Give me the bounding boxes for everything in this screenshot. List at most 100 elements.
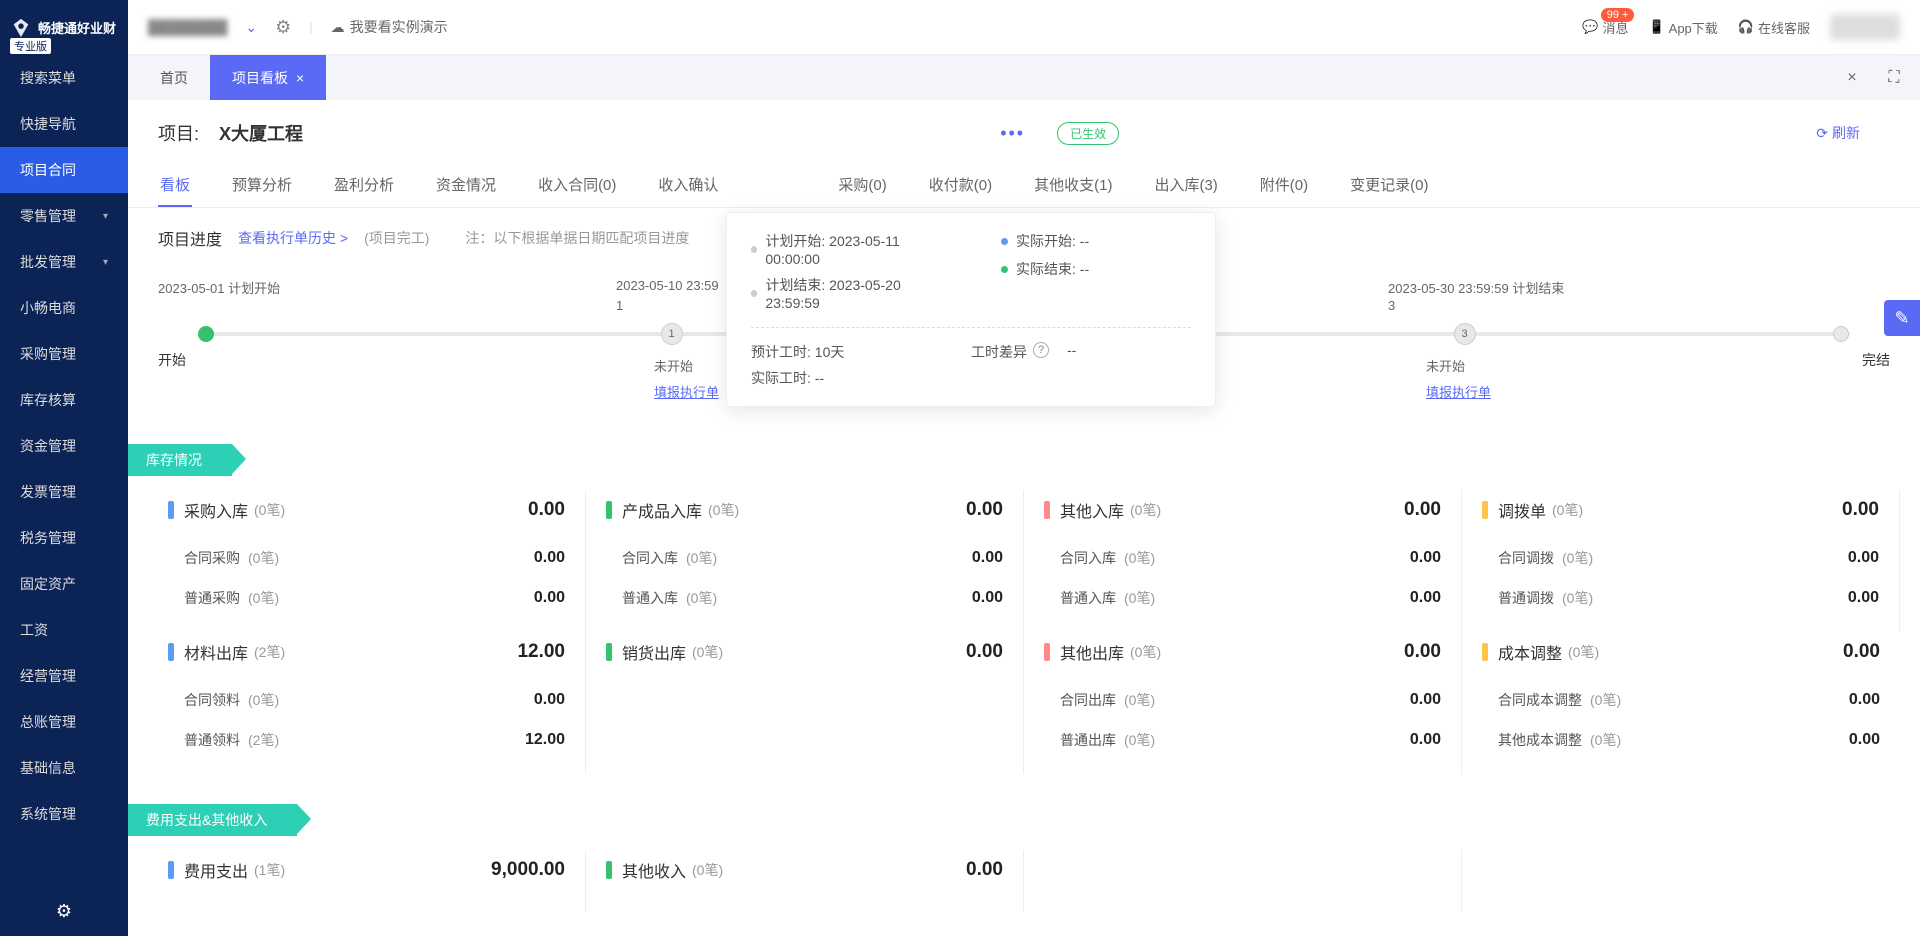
row-count: (0笔) — [1562, 548, 1593, 568]
sidebar-item-16[interactable]: 系统管理 — [0, 791, 128, 837]
tab-project-board[interactable]: 项目看板 × — [210, 55, 326, 100]
color-indicator — [1482, 501, 1488, 519]
popup-plan-start: 计划开始: 2023-05-11 00:00:00 — [765, 231, 941, 267]
card-title[interactable]: 销货出库 — [622, 640, 686, 664]
customer-service[interactable]: 🎧 在线客服 — [1738, 18, 1810, 37]
row-count: (0笔) — [1562, 588, 1593, 608]
company-selector[interactable]: ████████ — [148, 19, 227, 35]
subtab-12[interactable]: 附件(0) — [1258, 164, 1310, 207]
logo-icon — [10, 17, 32, 39]
sidebar-item-7[interactable]: 库存核算 — [0, 377, 128, 423]
demo-link[interactable]: ☁ 我要看实例演示 — [331, 17, 448, 37]
sidebar-item-8[interactable]: 资金管理 — [0, 423, 128, 469]
inv-card-2: 其他入库(0笔)0.00合同入库(0笔)0.00普通入库(0笔)0.00 — [1024, 490, 1462, 632]
inv-card-7: 成本调整(0笔)0.00合同成本调整(0笔)0.00其他成本调整(0笔)0.00 — [1462, 632, 1900, 774]
sidebar-item-3[interactable]: 零售管理▾ — [0, 193, 128, 239]
subtab-1[interactable]: 预算分析 — [230, 164, 294, 207]
tab-close-all[interactable]: × — [1838, 64, 1866, 92]
inv-card-5: 销货出库(0笔)0.00 — [586, 632, 1024, 774]
chevron-down-icon[interactable]: ⌄ — [245, 19, 257, 36]
close-icon[interactable]: × — [296, 70, 304, 86]
sidebar-item-10[interactable]: 税务管理 — [0, 515, 128, 561]
row-value: 0.00 — [534, 589, 565, 607]
sidebar-item-12[interactable]: 工资 — [0, 607, 128, 653]
tl-label-3a: 2023-05-30 23:59:59 计划结束 — [1388, 278, 1564, 297]
card-row: 合同领料(0笔)0.00 — [168, 680, 565, 720]
row-count: (0笔) — [1124, 588, 1155, 608]
sidebar-item-6[interactable]: 采购管理 — [0, 331, 128, 377]
refresh-button[interactable]: ⟳ 刷新 — [1816, 123, 1890, 143]
section-expense-title: 费用支出&其他收入 — [128, 804, 297, 836]
card-count: (0笔) — [1552, 500, 1583, 520]
row-value: 0.00 — [1848, 549, 1879, 567]
sidebar-item-13[interactable]: 经营管理 — [0, 653, 128, 699]
tl-label-1b: 1 — [616, 298, 623, 313]
tab-home[interactable]: 首页 — [138, 55, 210, 100]
sidebar-item-label: 资金管理 — [20, 436, 76, 456]
help-icon[interactable]: ? — [1033, 342, 1049, 358]
sidebar-item-1[interactable]: 快捷导航 — [0, 101, 128, 147]
subtab-2[interactable]: 盈利分析 — [332, 164, 396, 207]
history-link[interactable]: 查看执行单历史 > — [238, 228, 348, 248]
app-label: App下载 — [1669, 18, 1718, 37]
row-value: 0.00 — [534, 549, 565, 567]
subtab-4[interactable]: 收入合同(0) — [536, 164, 618, 207]
row-count: (0笔) — [686, 548, 717, 568]
sidebar-item-5[interactable]: 小畅电商 — [0, 285, 128, 331]
gear-icon[interactable]: ⚙ — [275, 17, 291, 38]
row-value: 0.00 — [1410, 731, 1441, 749]
sidebar-item-14[interactable]: 总账管理 — [0, 699, 128, 745]
popup-plan-end: 计划结束: 2023-05-20 23:59:59 — [765, 275, 941, 311]
sidebar-item-9[interactable]: 发票管理 — [0, 469, 128, 515]
subtab-10[interactable]: 其他收支(1) — [1032, 164, 1114, 207]
app-download[interactable]: 📱 App下载 — [1648, 18, 1717, 37]
card-title[interactable]: 材料出库 — [184, 640, 248, 664]
sidebar-item-label: 库存核算 — [20, 390, 76, 410]
card-title[interactable]: 产成品入库 — [622, 498, 702, 522]
sidebar-item-2[interactable]: 项目合同 — [0, 147, 128, 193]
card-row: 合同入库(0笔)0.00 — [1044, 538, 1441, 578]
subtab-11[interactable]: 出入库(3) — [1152, 164, 1219, 207]
messages-button[interactable]: 💬 消息 99 + — [1582, 18, 1628, 37]
tab-board-label: 项目看板 — [232, 68, 288, 88]
subtab-3[interactable]: 资金情况 — [434, 164, 498, 207]
popup-actual-hours: 实际工时: -- — [751, 368, 971, 388]
sidebar-item-label: 系统管理 — [20, 804, 76, 824]
row-name: 合同成本调整 — [1498, 690, 1582, 710]
color-indicator — [168, 501, 174, 519]
card-title[interactable]: 费用支出 — [184, 858, 248, 882]
badge-count: 99 + — [1601, 8, 1635, 22]
sidebar-item-label: 采购管理 — [20, 344, 76, 364]
row-value: 0.00 — [972, 549, 1003, 567]
user-avatar[interactable] — [1830, 14, 1900, 40]
color-indicator — [168, 643, 174, 661]
more-actions-icon[interactable]: ••• — [1000, 123, 1025, 144]
sidebar-item-15[interactable]: 基础信息 — [0, 745, 128, 791]
subtab-0[interactable]: 看板 — [158, 164, 192, 207]
sidebar-item-0[interactable]: 搜索菜单 — [0, 55, 128, 101]
card-title[interactable]: 成本调整 — [1498, 640, 1562, 664]
card-title[interactable]: 其他入库 — [1060, 498, 1124, 522]
subtab-13[interactable]: 变更记录(0) — [1348, 164, 1430, 207]
sidebar-settings-icon[interactable]: ⚙ — [0, 887, 128, 936]
service-label: 在线客服 — [1758, 18, 1810, 37]
card-title[interactable]: 调拨单 — [1498, 498, 1546, 522]
sidebar-item-4[interactable]: 批发管理▾ — [0, 239, 128, 285]
row-count: (0笔) — [248, 588, 279, 608]
sidebar-item-label: 发票管理 — [20, 482, 76, 502]
sidebar-item-label: 批发管理 — [20, 252, 76, 272]
subtab-5[interactable]: 收入确认 — [656, 164, 720, 207]
sidebar-item-11[interactable]: 固定资产 — [0, 561, 128, 607]
float-help-button[interactable]: ✎ — [1884, 300, 1920, 336]
row-value: 0.00 — [1410, 589, 1441, 607]
tl-link-3[interactable]: 填报执行单 — [1426, 382, 1491, 401]
subtab-8[interactable]: 采购(0) — [836, 164, 888, 207]
popup-estimated: 预计工时: 10天 — [751, 342, 971, 362]
fullscreen-icon[interactable]: ⛶ — [1880, 64, 1908, 92]
tl-link-1[interactable]: 填报执行单 — [654, 382, 719, 401]
subtab-9[interactable]: 收付款(0) — [927, 164, 994, 207]
card-count: (1笔) — [254, 860, 285, 880]
card-title[interactable]: 采购入库 — [184, 498, 248, 522]
card-title[interactable]: 其他出库 — [1060, 640, 1124, 664]
card-title[interactable]: 其他收入 — [622, 858, 686, 882]
